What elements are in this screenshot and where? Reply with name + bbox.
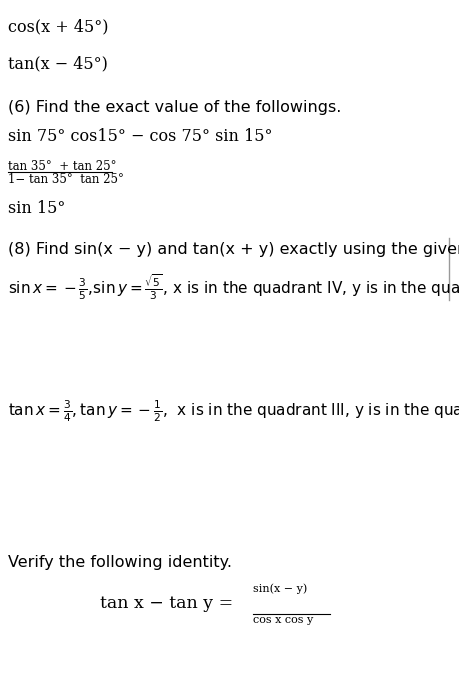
Text: 1− tan 35°  tan 25°: 1− tan 35° tan 25° xyxy=(8,173,124,186)
Text: (6) Find the exact value of the followings.: (6) Find the exact value of the followin… xyxy=(8,100,341,115)
Text: (8) Find sin(x − y) and tan(x + y) exactly using the given information.: (8) Find sin(x − y) and tan(x + y) exact… xyxy=(8,242,459,257)
Text: tan(x − 45°): tan(x − 45°) xyxy=(8,55,108,72)
Text: tan 35°  + tan 25°: tan 35° + tan 25° xyxy=(8,160,117,173)
Text: sin(x − y): sin(x − y) xyxy=(253,583,307,594)
Text: cos(x + 45°): cos(x + 45°) xyxy=(8,18,108,35)
Text: $\sin x = -\frac{3}{5},\!\sin y = \frac{\sqrt{5}}{3}$, x is in the quadrant IV, : $\sin x = -\frac{3}{5},\!\sin y = \frac{… xyxy=(8,272,459,302)
Text: sin 75° cos15° − cos 75° sin 15°: sin 75° cos15° − cos 75° sin 15° xyxy=(8,128,273,145)
Text: sin 15°: sin 15° xyxy=(8,200,65,217)
Text: cos x cos y: cos x cos y xyxy=(253,615,313,625)
Text: $\tan x = \frac{3}{4},\tan y = -\frac{1}{2}$,  x is in the quadrant III, y is in: $\tan x = \frac{3}{4},\tan y = -\frac{1}… xyxy=(8,398,459,424)
Text: tan x − tan y =: tan x − tan y = xyxy=(100,596,233,612)
Text: Verify the following identity.: Verify the following identity. xyxy=(8,555,232,570)
